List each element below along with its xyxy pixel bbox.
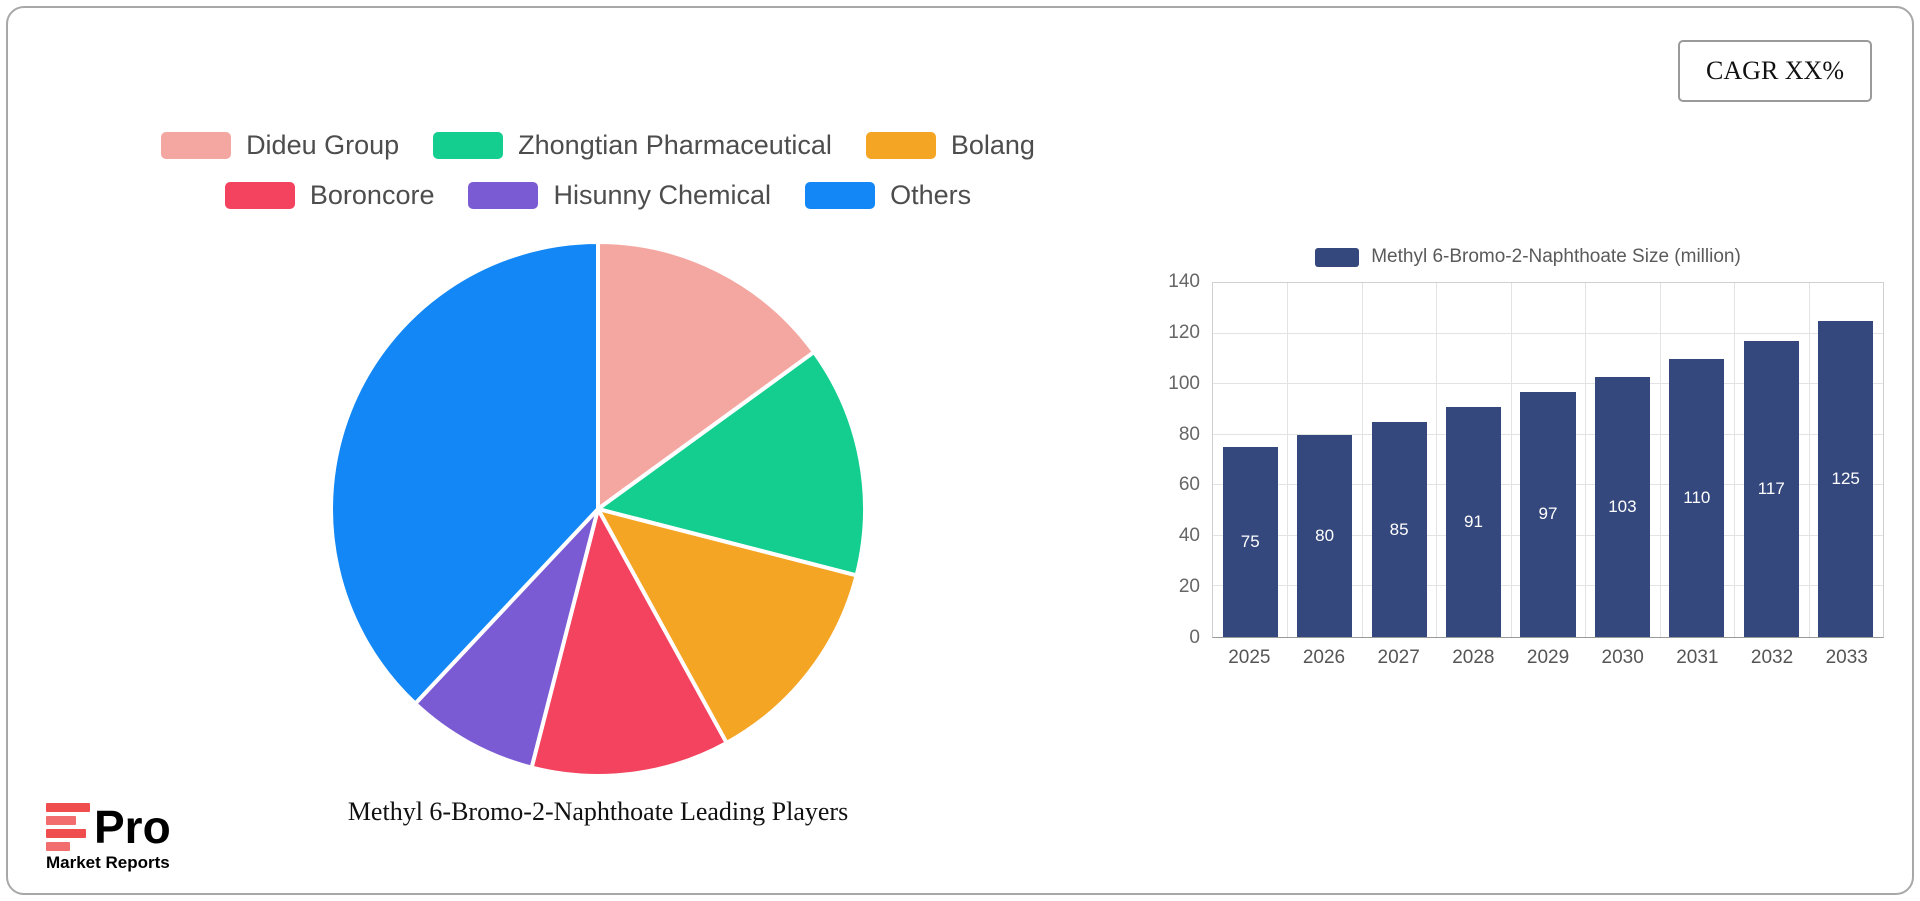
legend-swatch [161,131,232,159]
legend-item-zhongtian-pharmaceutical[interactable]: Zhongtian Pharmaceutical [433,130,832,161]
x-axis-tick-label: 2025 [1228,647,1271,668]
bar-plot: 75 80 85 91 97 103 110 117 125 [1212,282,1884,638]
bar-legend-label: Methyl 6-Bromo-2-Naphthoate Size (millio… [1371,246,1741,267]
bar-value-label: 117 [1757,479,1785,499]
bar-2031[interactable]: 110 [1669,358,1725,637]
gridline [1213,332,1883,334]
gridline [1436,283,1438,637]
gridline [1287,283,1289,637]
bar-chart-section: Methyl 6-Bromo-2-Naphthoate Size (millio… [1156,246,1900,669]
bar-2027[interactable]: 85 [1371,422,1427,637]
y-axis-tick-label: 80 [1178,423,1200,445]
legend-item-bolang[interactable]: Bolang [865,129,1035,161]
legend-label: Bolang [950,129,1035,160]
legend-label: Zhongtian Pharmaceutical [518,129,832,160]
bar-2026[interactable]: 80 [1297,434,1353,637]
gridline [1734,283,1736,637]
logo-bars-icon [46,803,90,851]
y-axis-tick-label: 120 [1168,321,1200,343]
y-axis: 0 20 40 60 80 100 120 140 [1156,271,1212,648]
pie-caption: Methyl 6-Bromo-2-Naphthoate Leading Play… [347,797,849,826]
pie-slice-zhongtian-pharmaceutical[interactable] [596,350,867,578]
x-axis-tick-label: 2028 [1452,647,1495,668]
bar-value-label: 125 [1831,468,1860,488]
cagr-badge: CAGR XX% [1678,40,1872,102]
legend-item-dideu-group[interactable]: Dideu Group [161,130,399,161]
gridline [1808,283,1810,637]
bar-2032[interactable]: 117 [1743,341,1799,637]
gridline [1213,383,1883,385]
bar-2033[interactable]: 125 [1818,320,1874,637]
bar-2030[interactable]: 103 [1594,376,1650,637]
legend-label: Boroncore [309,179,435,210]
legend-swatch [805,181,876,209]
logo: Pro Market Reports [46,803,171,873]
x-axis: 2025 2026 2027 2028 2029 2030 2031 2032 2033 [1212,647,1884,669]
x-axis-tick-label: 2030 [1601,647,1644,668]
x-axis-tick-label: 2032 [1750,647,1794,668]
x-axis-tick-label: 2033 [1825,647,1868,668]
y-axis-tick-label: 0 [1189,627,1200,648]
legend-swatch [433,131,504,159]
y-axis-tick-label: 20 [1178,576,1200,598]
legend-item-boroncore[interactable]: Boroncore [224,179,435,211]
logo-title: Pro [94,801,171,853]
x-axis-tick-label: 2027 [1377,647,1420,668]
x-axis-tick-label: 2029 [1526,647,1570,668]
gridline [1585,283,1587,637]
gridline [1659,283,1661,637]
pie-svg [329,240,867,778]
bar-value-label: 91 [1464,511,1483,531]
pie-slice-dideu-group[interactable] [596,240,817,511]
legend-label: Others [890,179,972,210]
gridline [1510,283,1512,637]
bar-value-label: 97 [1538,504,1558,524]
bar-legend-swatch [1315,247,1360,267]
bar-value-label: 85 [1389,519,1409,539]
bar-value-label: 80 [1315,525,1335,545]
legend-swatch [224,181,295,209]
legend-swatch [865,131,936,159]
pie-slice-bolang[interactable] [596,507,859,745]
gridline [1361,283,1363,637]
x-axis-tick-label: 2026 [1302,647,1346,668]
bar-2029[interactable]: 97 [1520,391,1576,637]
logo-subtitle: Market Reports [46,853,170,872]
pie-slice-others[interactable] [329,240,600,706]
y-axis-tick-label: 40 [1178,525,1200,547]
bar-2025[interactable]: 75 [1222,447,1278,637]
pie-chart [323,234,873,789]
y-axis-tick-label: 60 [1178,474,1200,496]
pie-slice-hisunny-chemical[interactable] [413,507,600,770]
pie-slice-boroncore[interactable] [529,507,729,778]
legend-swatch [468,181,539,209]
pie-chart-section: Dideu Group Zhongtian Pharmaceutical Bolan… [136,120,1060,827]
report-card: CAGR XX% Dideu Group Zhongtian Pharmaceut… [6,6,1914,895]
y-axis-tick-label: 140 [1168,271,1200,292]
bar-value-label: 110 [1683,487,1711,507]
pie-legend: Dideu Group Zhongtian Pharmaceutical Bolan… [161,120,1035,220]
x-axis-tick-label: 2031 [1676,647,1719,668]
bar-value-label: 75 [1240,532,1260,552]
legend-label: Dideu Group [246,129,400,160]
legend-label: Hisunny Chemical [553,179,772,210]
legend-item-hisunny-chemical[interactable]: Hisunny Chemical [468,180,771,211]
y-axis-tick-label: 100 [1168,372,1200,394]
legend-item-others[interactable]: Others [805,180,971,211]
bar-legend[interactable]: Methyl 6-Bromo-2-Naphthoate Size (millio… [1156,246,1900,268]
bar-2028[interactable]: 91 [1445,406,1502,637]
bar-value-label: 103 [1608,496,1637,516]
bar-chart: 0 20 40 60 80 100 120 140 75 80 85 91 97 103 110 117 12… [1156,271,1900,669]
